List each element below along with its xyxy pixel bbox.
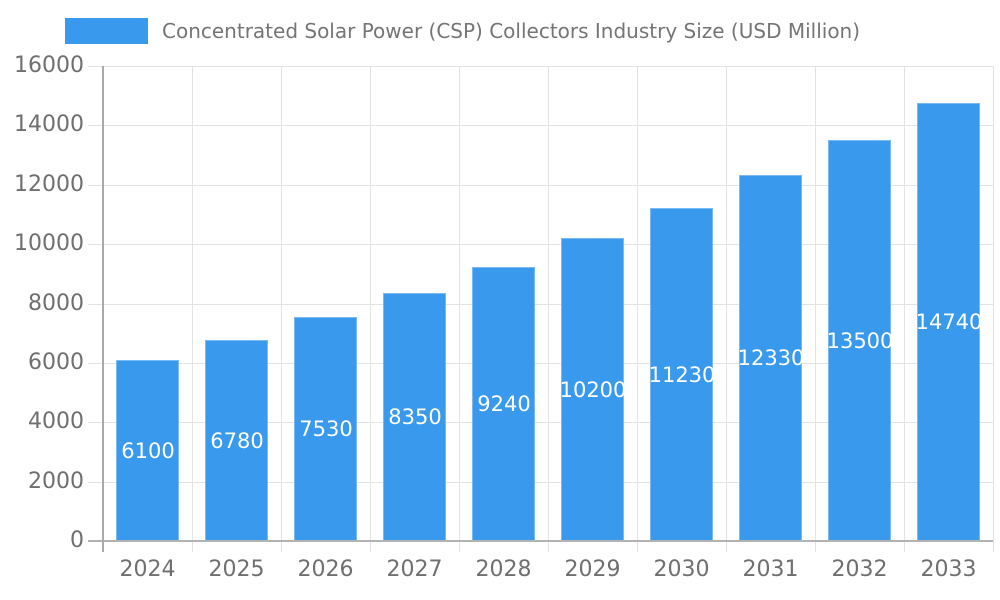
y-axis-tick-label: 14000 (14, 112, 84, 137)
bar[interactable] (116, 360, 179, 541)
bar[interactable] (561, 238, 624, 541)
h-gridline (88, 185, 993, 186)
legend-swatch-icon (65, 18, 148, 44)
h-gridline (88, 363, 993, 364)
bar[interactable] (739, 175, 802, 541)
x-axis-tick-label: 2025 (208, 557, 265, 582)
legend-item[interactable]: Concentrated Solar Power (CSP) Collector… (65, 18, 860, 44)
v-gridline (192, 66, 193, 552)
bar[interactable] (650, 208, 713, 541)
v-gridline (459, 66, 460, 552)
plot-right-border (993, 66, 994, 552)
bar-value-label: 11230 (648, 363, 716, 387)
x-axis-tick-label: 2024 (119, 557, 176, 582)
bar-value-label: 7530 (299, 417, 353, 441)
bar-value-label: 8350 (388, 405, 442, 429)
bar-value-label: 13500 (826, 329, 894, 353)
chart-title: Concentrated Solar Power (CSP) Collector… (162, 19, 861, 43)
y-axis-tick-label: 8000 (28, 291, 84, 316)
bar-value-label: 10200 (559, 378, 627, 402)
h-gridline (88, 66, 993, 67)
bar[interactable] (294, 317, 357, 541)
bar[interactable] (917, 103, 980, 541)
v-gridline (726, 66, 727, 552)
v-gridline (637, 66, 638, 552)
bar-value-label: 12330 (737, 346, 805, 370)
y-axis-tick-label: 6000 (28, 350, 84, 375)
x-axis-tick-label: 2031 (742, 557, 799, 582)
v-gridline (548, 66, 549, 552)
h-gridline (88, 244, 993, 245)
bar-value-label: 6100 (121, 439, 175, 463)
x-axis-tick-label: 2029 (564, 557, 621, 582)
y-axis-tick-label: 10000 (14, 231, 84, 256)
v-gridline (904, 66, 905, 552)
bar[interactable] (205, 340, 268, 541)
h-gridline (88, 125, 993, 126)
x-axis-tick-label: 2033 (920, 557, 977, 582)
bar[interactable] (472, 267, 535, 541)
bar[interactable] (383, 293, 446, 541)
x-axis-tick-label: 2032 (831, 557, 888, 582)
v-gridline (815, 66, 816, 552)
v-gridline (370, 66, 371, 552)
y-axis-tick-label: 4000 (28, 409, 84, 434)
x-axis-tick-label: 2026 (297, 557, 354, 582)
h-gridline (88, 482, 993, 483)
bar[interactable] (828, 140, 891, 541)
h-gridline (88, 422, 993, 423)
y-axis-tick-label: 16000 (14, 53, 84, 78)
v-gridline (281, 66, 282, 552)
bar-value-label: 6780 (210, 429, 264, 453)
x-axis-tick-label: 2027 (386, 557, 443, 582)
bar-value-label: 9240 (477, 392, 531, 416)
y-axis-line (102, 66, 104, 552)
h-gridline (88, 304, 993, 305)
x-axis-tick-label: 2028 (475, 557, 532, 582)
bar-value-label: 14740 (915, 310, 983, 334)
y-axis-tick-label: 12000 (14, 172, 84, 197)
y-axis-tick-label: 2000 (28, 469, 84, 494)
x-axis-tick-label: 2030 (653, 557, 710, 582)
x-axis-baseline (88, 540, 993, 542)
y-axis-tick-label: 0 (70, 528, 84, 553)
